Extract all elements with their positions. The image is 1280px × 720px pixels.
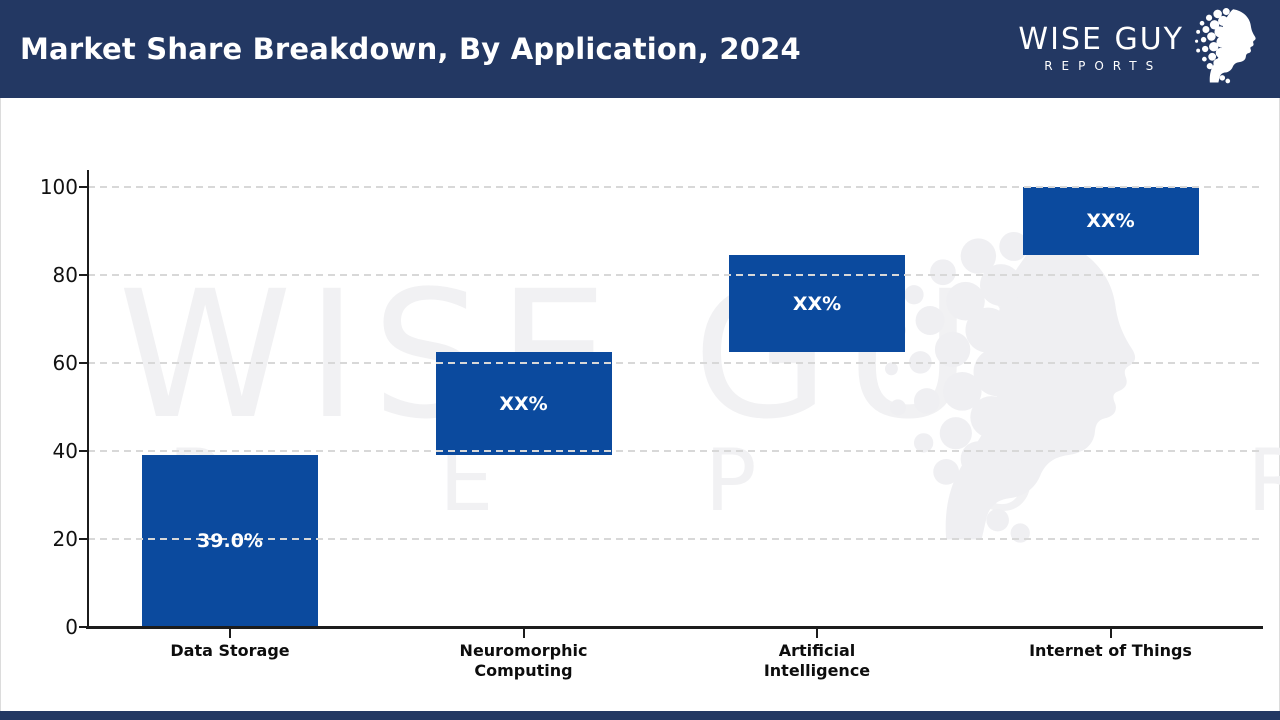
bar-value-label: XX%: [1086, 210, 1135, 233]
brand-subtitle: REPORTS: [1044, 59, 1163, 73]
dotted-head-logo-icon: [1195, 8, 1256, 84]
y-tick-mark: [79, 274, 88, 276]
gridline-40: [88, 450, 1262, 452]
y-tick-mark: [79, 626, 88, 628]
gridline-100: [88, 186, 1262, 188]
x-tick-mark: [522, 629, 525, 638]
bar-value-label: XX%: [499, 392, 548, 415]
brand-logo-text: WISE GUY REPORTS: [1018, 22, 1184, 74]
bar-value-label: 39.0%: [197, 530, 263, 553]
y-tick-label: 100: [39, 175, 78, 199]
gridline-20: [88, 538, 1262, 540]
y-tick-mark: [79, 362, 88, 364]
bar-value-label: XX%: [792, 292, 842, 315]
x-tick-mark: [816, 629, 818, 638]
watermark-brand-subtitle: R E P O R T S: [168, 431, 1280, 531]
brand-name: WISE GUY: [1018, 22, 1184, 57]
header-bar: Market Share Breakdown, By Application, …: [0, 0, 1280, 98]
x-axis-line: [86, 626, 1263, 629]
bar-4: [1022, 187, 1199, 256]
brand-logo: WISE GUY REPORTS: [1018, 6, 1266, 92]
y-tick-label: 0: [65, 615, 78, 639]
page-title: Market Share Breakdown, By Application, …: [20, 32, 801, 66]
bar-3: [729, 255, 905, 352]
y-tick-label: 20: [52, 527, 78, 551]
gridline-80: [88, 274, 1262, 276]
y-tick-mark: [79, 186, 88, 188]
y-tick-label: 40: [52, 439, 78, 463]
gridline-60: [88, 362, 1262, 364]
bar-1: [142, 455, 318, 627]
x-tick-label: Data Storage: [170, 641, 290, 660]
x-tick-mark: [1109, 629, 1112, 638]
footer-bar: [0, 711, 1280, 720]
y-tick-mark: [79, 538, 88, 540]
x-tick-label: Internet of Things: [1029, 641, 1192, 660]
x-tick-label: Neuromorphic Computing: [459, 641, 588, 680]
bar-2: [435, 352, 612, 456]
y-tick-mark: [79, 450, 88, 452]
x-tick-label: Artificial Intelligence: [763, 641, 871, 680]
y-tick-label: 80: [52, 263, 78, 287]
x-tick-mark: [229, 629, 231, 638]
y-axis-line: [87, 170, 89, 628]
y-tick-label: 60: [52, 351, 78, 375]
